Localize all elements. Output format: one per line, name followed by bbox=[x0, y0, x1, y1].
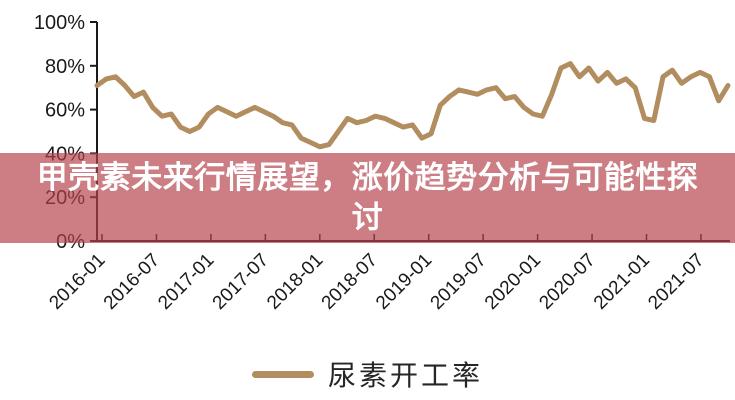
title-banner: 甲壳素未来行情展望，涨价趋势分析与可能性探讨 bbox=[0, 153, 735, 243]
y-tick-label: 60% bbox=[45, 100, 85, 122]
x-tick-label: 2021-01 bbox=[590, 250, 654, 314]
x-tick-label: 2020-01 bbox=[481, 250, 545, 314]
banner-title-text: 甲壳素未来行情展望，涨价趋势分析与可能性探讨 bbox=[36, 160, 699, 235]
x-tick-label: 2019-07 bbox=[427, 250, 491, 314]
legend-series-label: 尿素开工率 bbox=[327, 361, 483, 392]
x-tick-label: 2017-01 bbox=[154, 250, 218, 314]
urea-operating-rate-chart: 0%20%40%60%80%100%2016-012016-072017-012… bbox=[34, 12, 731, 314]
chart-legend: 尿素开工率 bbox=[0, 352, 735, 396]
y-tick-label: 100% bbox=[34, 12, 85, 34]
x-tick-label: 2021-07 bbox=[644, 250, 708, 314]
x-tick-label: 2016-07 bbox=[100, 250, 164, 314]
x-tick-label: 2020-07 bbox=[535, 250, 599, 314]
legend-line-swatch bbox=[251, 370, 314, 378]
x-tick-label: 2016-01 bbox=[45, 250, 109, 314]
y-tick-label: 80% bbox=[45, 56, 85, 78]
x-tick-label: 2018-07 bbox=[318, 250, 382, 314]
series-line-urea-operating-rate bbox=[94, 61, 731, 150]
x-tick-label: 2017-07 bbox=[209, 250, 273, 314]
x-tick-label: 2019-01 bbox=[372, 250, 436, 314]
x-tick-label: 2018-01 bbox=[263, 250, 327, 314]
